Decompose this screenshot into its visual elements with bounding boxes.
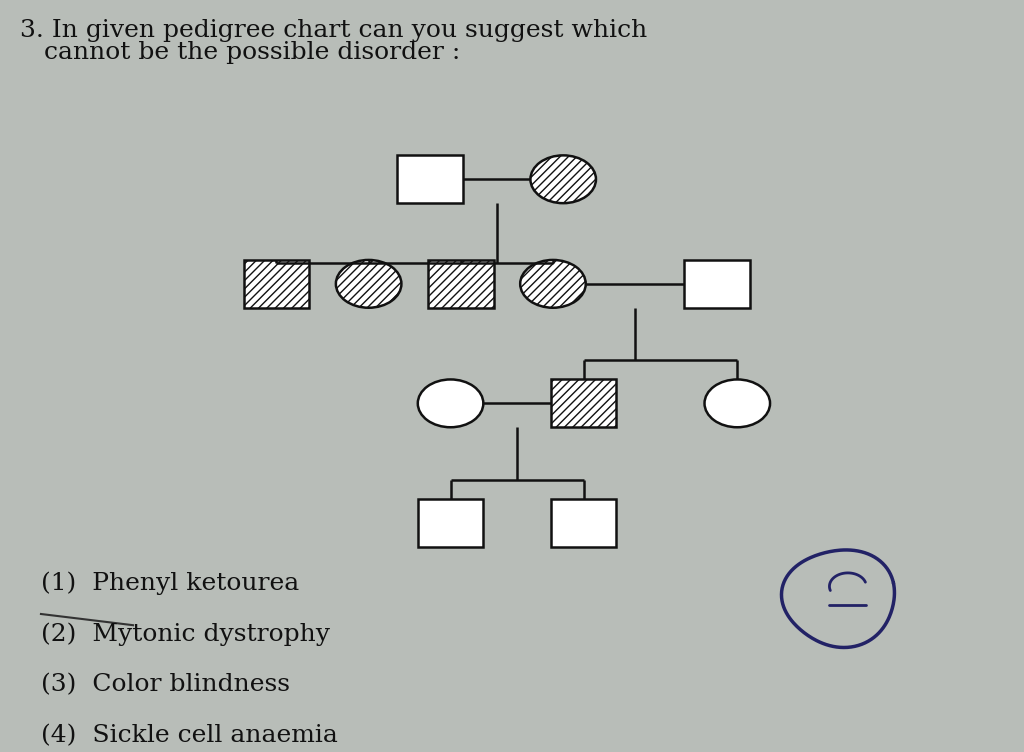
Circle shape: [336, 260, 401, 308]
Bar: [244, 260, 309, 308]
Bar: [418, 499, 483, 547]
Text: 3. In given pedigree chart can you suggest which: 3. In given pedigree chart can you sugge…: [20, 19, 648, 41]
Bar: [684, 260, 750, 308]
Circle shape: [418, 380, 483, 427]
Circle shape: [705, 380, 770, 427]
Text: cannot be the possible disorder :: cannot be the possible disorder :: [20, 41, 461, 64]
Bar: [428, 260, 494, 308]
Text: (2)  Mytonic dystrophy: (2) Mytonic dystrophy: [41, 622, 330, 646]
Text: (1)  Phenyl ketourea: (1) Phenyl ketourea: [41, 572, 299, 595]
Text: (4)  Sickle cell anaemia: (4) Sickle cell anaemia: [41, 723, 338, 747]
Bar: [397, 156, 463, 203]
Bar: [551, 380, 616, 427]
Circle shape: [520, 260, 586, 308]
Circle shape: [530, 156, 596, 203]
Bar: [551, 499, 616, 547]
Text: (3)  Color blindness: (3) Color blindness: [41, 673, 290, 696]
